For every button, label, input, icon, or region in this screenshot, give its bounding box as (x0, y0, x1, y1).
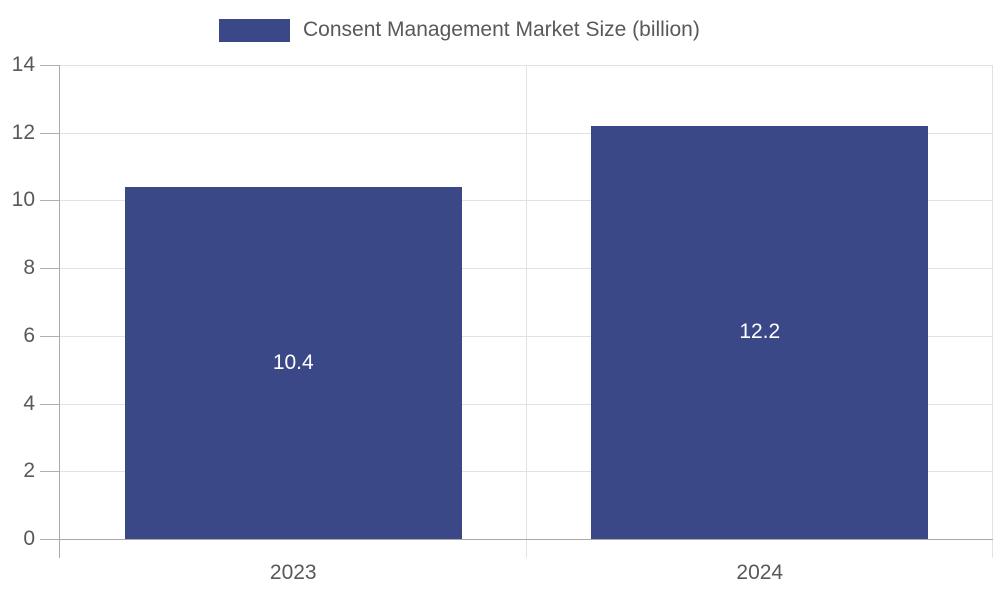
legend-swatch-icon (219, 18, 290, 42)
y-tick (40, 335, 60, 337)
x-gridline (525, 65, 527, 539)
y-tick (40, 200, 60, 202)
legend-item[interactable]: Consent Management Market Size (billion) (219, 18, 700, 42)
y-gridline (60, 268, 993, 270)
x-axis-label: 2024 (736, 561, 784, 584)
legend: Consent Management Market Size (billion) (219, 18, 700, 42)
x-axis-line (60, 539, 993, 540)
y-tick-label: 6 (23, 323, 35, 347)
y-tick (40, 471, 60, 473)
y-tick-label: 12 (11, 120, 35, 144)
x-gridline (992, 65, 993, 539)
legend-label: Consent Management Market Size (billion) (303, 18, 700, 41)
y-tick-label: 10 (11, 188, 35, 212)
y-gridline (60, 403, 993, 405)
y-tick-label: 0 (23, 527, 35, 550)
y-tick-label: 8 (23, 256, 35, 280)
bar-value-label: 12.2 (739, 320, 781, 344)
x-axis-label: 2023 (269, 561, 317, 584)
plot-area: 0 2 4 6 8 10 12 14 10.4 2023 12.2 2024 (12, 53, 993, 584)
x-tick (525, 539, 527, 558)
y-tick (40, 539, 60, 540)
y-gridline (60, 132, 993, 134)
y-tick (40, 268, 60, 270)
bar (124, 186, 462, 539)
y-gridline (60, 65, 993, 66)
y-tick (40, 132, 60, 134)
y-gridline (60, 335, 993, 337)
bar-value-label: 10.4 (272, 350, 314, 374)
y-gridline (60, 200, 993, 202)
bar (591, 125, 929, 539)
x-tick (992, 539, 993, 558)
y-tick (40, 65, 60, 66)
y-tick-label: 4 (23, 391, 35, 415)
y-tick (40, 403, 60, 405)
y-tick-label: 2 (23, 459, 35, 483)
y-gridline (60, 471, 993, 473)
y-tick-label: 14 (11, 53, 35, 76)
y-axis-line (59, 65, 60, 558)
